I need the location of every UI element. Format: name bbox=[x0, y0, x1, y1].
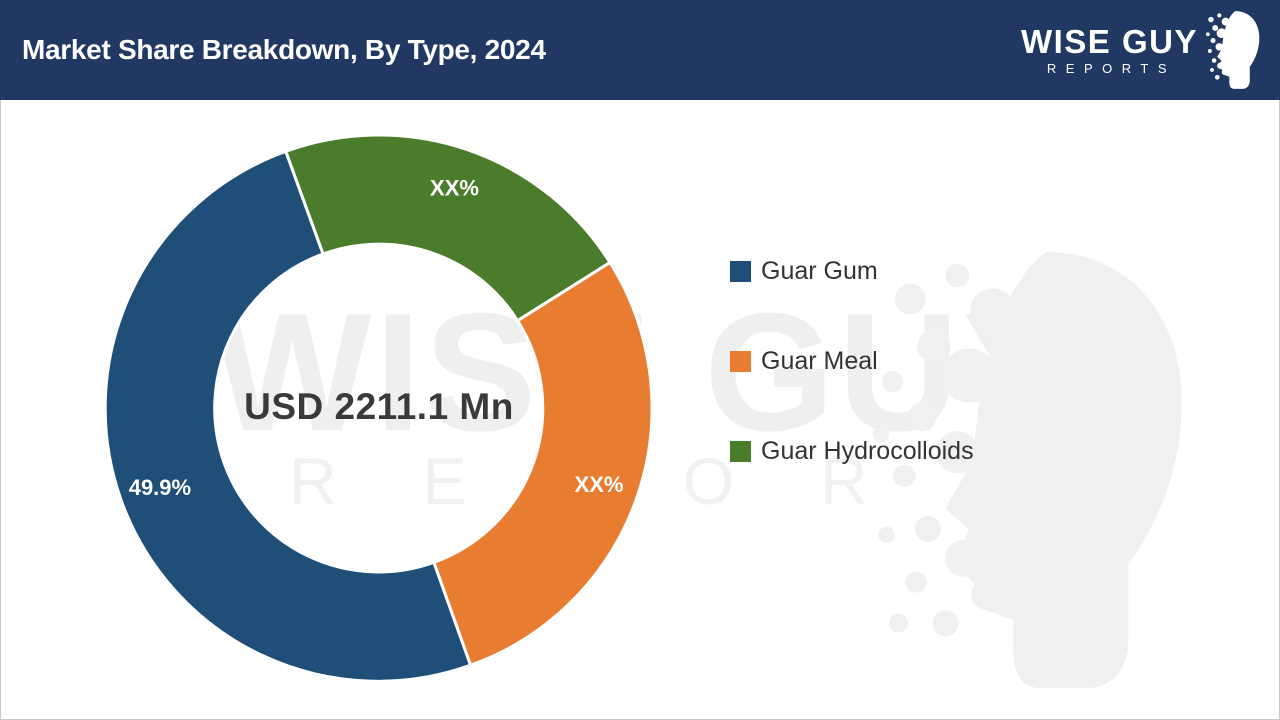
logo-wordmark: WISE GUY bbox=[1020, 22, 1198, 60]
legend-swatch-guar-meal bbox=[730, 350, 751, 372]
legend-label: Guar Meal bbox=[761, 346, 878, 375]
donut-slice-guar-gum bbox=[103, 149, 473, 683]
donut-slice-guar-meal bbox=[431, 260, 654, 668]
chart-legend: Guar Gum Guar Meal Guar Hydrocolloids bbox=[730, 256, 974, 526]
legend-item-guar-gum: Guar Gum bbox=[730, 256, 974, 286]
logo-subtitle: REPORTS bbox=[1046, 60, 1177, 76]
wiseguy-logo: WISE GUY REPORTS bbox=[1021, 8, 1264, 92]
page-title: Market Share Breakdown, By Type, 2024 bbox=[22, 34, 546, 65]
legend-label: Guar Hydrocolloids bbox=[761, 436, 974, 465]
chart-panel: WISE GUY REPORTS 49.9% XX% XX% USD 2211.1 … bbox=[0, 100, 1280, 720]
wiseguy-logo-text: WISE GUY REPORTS bbox=[1020, 22, 1198, 77]
watermark-face-icon bbox=[872, 251, 1182, 689]
wiseguy-face-icon bbox=[1205, 11, 1260, 89]
legend-swatch-guar-gum bbox=[730, 260, 751, 282]
slice-label-guar-gum: 49.9% bbox=[129, 475, 191, 500]
slice-label-guar-meal: XX% bbox=[575, 472, 624, 497]
legend-label: Guar Gum bbox=[761, 256, 878, 285]
donut-chart: 49.9% XX% XX% bbox=[103, 133, 654, 683]
donut-center-value: USD 2211.1 Mn bbox=[244, 386, 514, 427]
header-bar: Market Share Breakdown, By Type, 2024 WI… bbox=[0, 0, 1280, 100]
donut-slice-guar-hydrocolloids bbox=[283, 133, 613, 323]
slice-label-guar-hydrocolloids: XX% bbox=[430, 176, 479, 201]
legend-item-guar-meal: Guar Meal bbox=[730, 346, 974, 376]
legend-swatch-guar-hydrocolloids bbox=[730, 440, 751, 462]
legend-item-guar-hydrocolloids: Guar Hydrocolloids bbox=[730, 436, 974, 466]
